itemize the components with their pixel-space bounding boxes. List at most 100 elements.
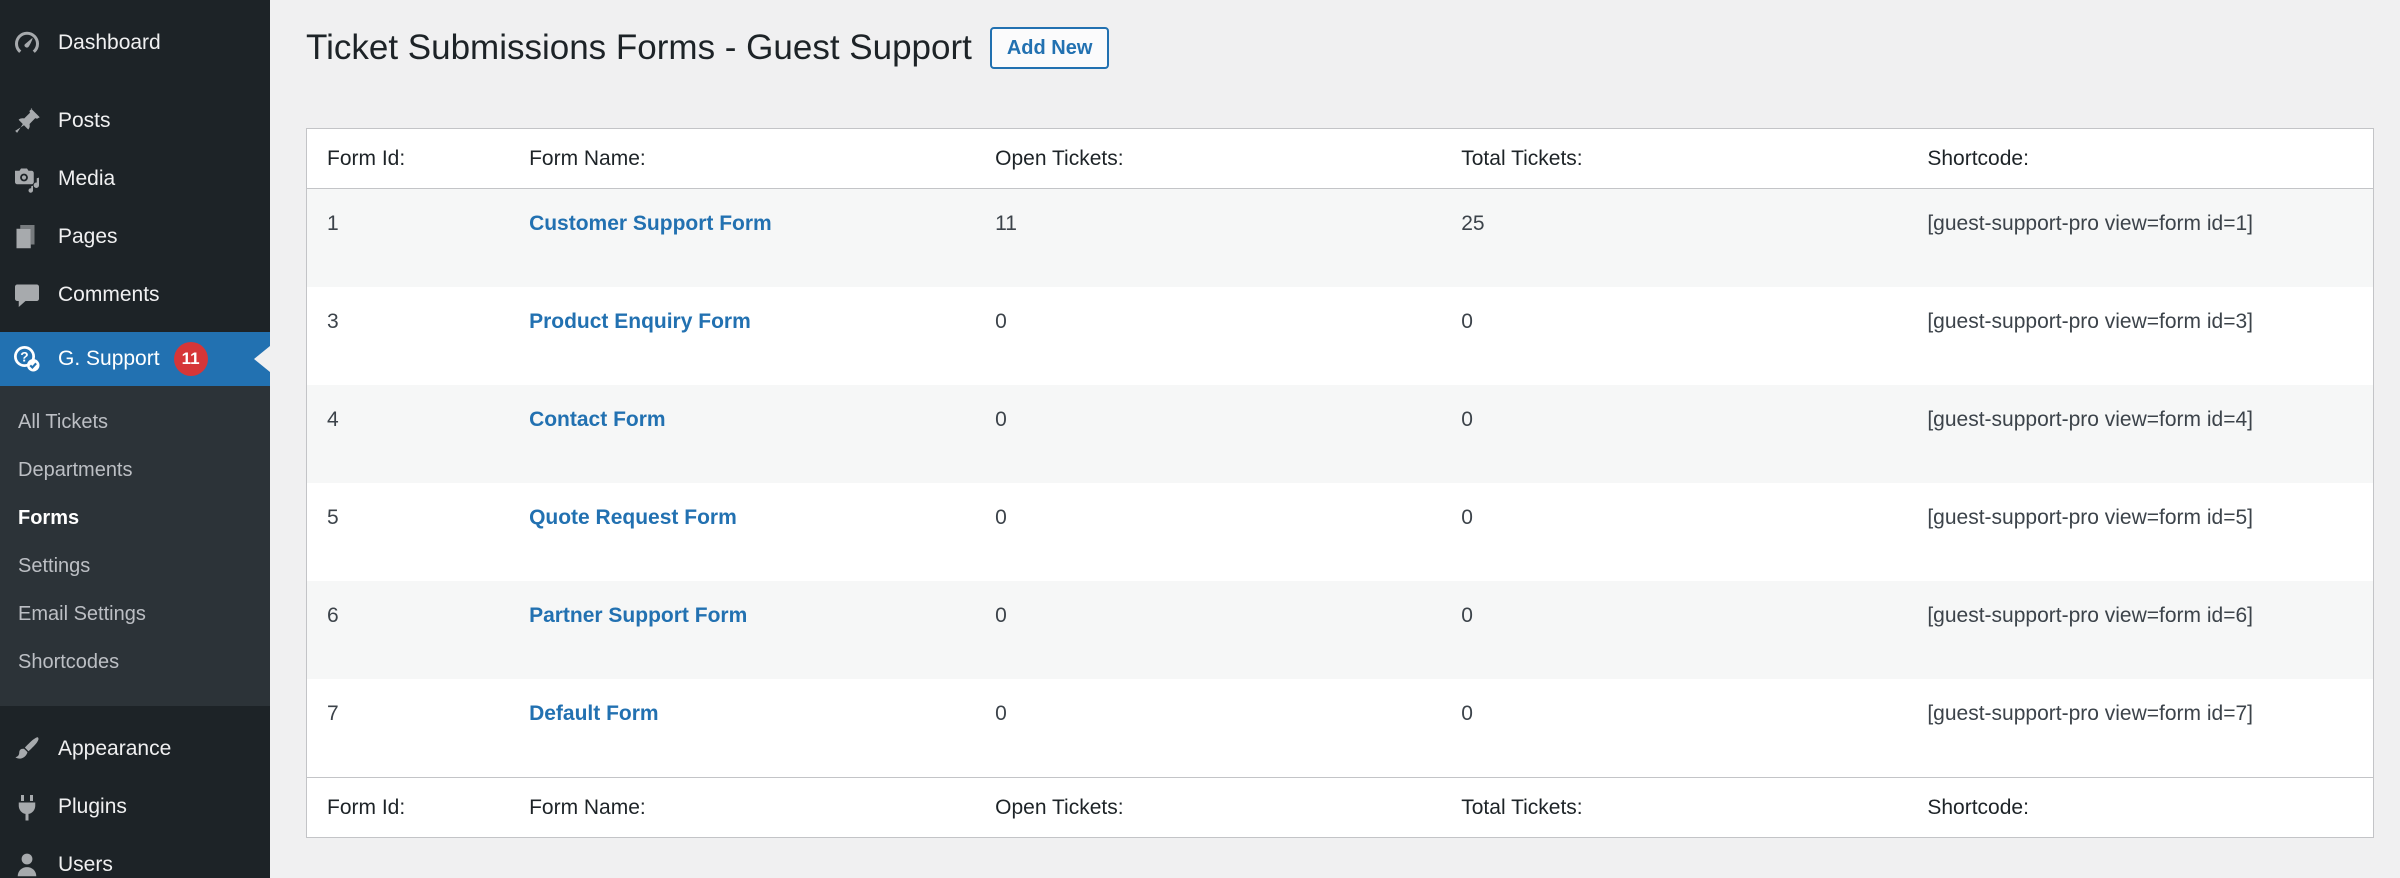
sidebar-item-label: Users <box>58 853 113 876</box>
shortcode-cell: [guest-support-pro view=form id=4] <box>1927 408 2253 431</box>
column-footer-form-name: Form Name: <box>509 777 976 838</box>
sidebar-item-label: Posts <box>58 109 111 132</box>
menu-separator <box>0 72 270 92</box>
submenu-item-departments[interactable]: Departments <box>18 458 133 481</box>
dashboard-icon <box>12 28 42 58</box>
submenu-item-settings[interactable]: Settings <box>18 554 91 577</box>
table-row: 1 Customer Support Form 11 25 [guest-sup… <box>306 188 2374 287</box>
form-id-cell: 7 <box>327 702 339 725</box>
shortcode-cell: [guest-support-pro view=form id=7] <box>1927 702 2253 725</box>
column-header-form-name: Form Name: <box>509 128 976 189</box>
sidebar-item-plugins[interactable]: Plugins <box>0 778 270 836</box>
column-footer-open-tickets: Open Tickets: <box>975 777 1442 838</box>
sidebar-item-users[interactable]: Users <box>0 836 270 878</box>
current-menu-arrow-icon <box>254 346 270 372</box>
table-row: 5 Quote Request Form 0 0 [guest-support-… <box>306 483 2374 581</box>
sidebar-item-guest-support[interactable]: ? G. Support 11 <box>0 332 270 386</box>
sidebar-item-pages[interactable]: Pages <box>0 208 270 266</box>
column-footer-total-tickets: Total Tickets: <box>1441 777 1908 838</box>
table-row: 4 Contact Form 0 0 [guest-support-pro vi… <box>306 385 2374 483</box>
sidebar-item-dashboard[interactable]: Dashboard <box>0 14 270 72</box>
sidebar-item-posts[interactable]: Posts <box>0 92 270 150</box>
open-tickets-cell: 0 <box>995 604 1007 627</box>
open-tickets-cell: 0 <box>995 702 1007 725</box>
menu-separator <box>0 706 270 720</box>
table-header-row: Form Id: Form Name: Open Tickets: Total … <box>306 128 2374 189</box>
submenu-item-all-tickets[interactable]: All Tickets <box>18 410 109 433</box>
open-tickets-cell: 0 <box>995 506 1007 529</box>
forms-table: Form Id: Form Name: Open Tickets: Total … <box>306 128 2374 838</box>
table-footer-row: Form Id: Form Name: Open Tickets: Total … <box>306 777 2374 838</box>
content-area: Ticket Submissions Forms - Guest Support… <box>270 0 2400 878</box>
forms-table-foot: Form Id: Form Name: Open Tickets: Total … <box>306 777 2374 838</box>
appearance-icon <box>12 734 42 764</box>
column-header-open-tickets: Open Tickets: <box>975 128 1442 189</box>
menu-separator <box>0 324 270 332</box>
total-tickets-cell: 0 <box>1461 408 1473 431</box>
total-tickets-cell: 0 <box>1461 702 1473 725</box>
shortcode-cell: [guest-support-pro view=form id=5] <box>1927 506 2253 529</box>
plugins-icon <box>12 792 42 822</box>
guest-support-icon: ? <box>12 344 42 374</box>
add-new-button[interactable]: Add New <box>989 27 1110 69</box>
page-title: Ticket Submissions Forms - Guest Support <box>306 28 972 67</box>
form-name-cell: Partner Support Form <box>509 581 975 679</box>
form-name-cell: Default Form <box>509 679 975 778</box>
guest-support-submenu: All Tickets Departments Forms Settings E… <box>0 386 270 706</box>
sidebar-item-label: Comments <box>58 283 160 306</box>
form-name-cell: Product Enquiry Form <box>509 287 975 385</box>
total-tickets-cell: 0 <box>1461 310 1473 333</box>
form-name-link[interactable]: Customer Support Form <box>529 212 772 235</box>
sidebar-item-label: Pages <box>58 225 118 248</box>
total-tickets-cell: 0 <box>1461 506 1473 529</box>
form-name-link[interactable]: Contact Form <box>529 408 666 431</box>
table-row: 3 Product Enquiry Form 0 0 [guest-suppor… <box>306 287 2374 385</box>
submenu-item-shortcodes[interactable]: Shortcodes <box>18 650 120 673</box>
sidebar-item-label: Appearance <box>58 737 172 760</box>
form-name-link[interactable]: Partner Support Form <box>529 604 748 627</box>
sidebar-item-comments[interactable]: Comments <box>0 266 270 324</box>
form-name-cell: Contact Form <box>509 385 975 483</box>
admin-sidebar: Dashboard Posts Media <box>0 0 270 878</box>
form-name-link[interactable]: Product Enquiry Form <box>529 310 751 333</box>
form-name-cell: Quote Request Form <box>509 483 975 581</box>
svg-text:?: ? <box>20 349 28 364</box>
total-tickets-cell: 0 <box>1461 604 1473 627</box>
open-tickets-cell: 0 <box>995 310 1007 333</box>
sidebar-item-label: G. Support <box>58 347 160 370</box>
admin-menu: Dashboard Posts Media <box>0 0 270 878</box>
shortcode-cell: [guest-support-pro view=form id=1] <box>1927 212 2253 235</box>
shortcode-cell: [guest-support-pro view=form id=6] <box>1927 604 2253 627</box>
column-footer-shortcode: Shortcode: <box>1907 777 2374 838</box>
form-name-link[interactable]: Default Form <box>529 702 659 725</box>
column-header-total-tickets: Total Tickets: <box>1441 128 1908 189</box>
column-footer-form-id: Form Id: <box>306 777 510 838</box>
open-tickets-cell: 11 <box>995 212 1017 235</box>
table-row: 7 Default Form 0 0 [guest-support-pro vi… <box>306 679 2374 778</box>
form-id-cell: 3 <box>327 310 339 333</box>
pushpin-icon <box>12 106 42 136</box>
users-icon <box>12 850 42 878</box>
submenu-item-forms[interactable]: Forms <box>18 506 80 529</box>
sidebar-item-label: Media <box>58 167 116 190</box>
comments-icon <box>12 280 42 310</box>
shortcode-cell: [guest-support-pro view=form id=3] <box>1927 310 2253 333</box>
sidebar-item-media[interactable]: Media <box>0 150 270 208</box>
forms-table-body: 1 Customer Support Form 11 25 [guest-sup… <box>306 188 2374 778</box>
sidebar-item-label: Dashboard <box>58 31 161 54</box>
sidebar-item-appearance[interactable]: Appearance <box>0 720 270 778</box>
column-header-form-id: Form Id: <box>306 128 510 189</box>
page-header: Ticket Submissions Forms - Guest Support… <box>306 24 2374 72</box>
ticket-count-badge: 11 <box>173 342 208 376</box>
forms-table-head: Form Id: Form Name: Open Tickets: Total … <box>306 128 2374 189</box>
form-name-link[interactable]: Quote Request Form <box>529 506 737 529</box>
submenu-item-email-settings[interactable]: Email Settings <box>18 602 146 625</box>
pages-icon <box>12 222 42 252</box>
media-icon <box>12 164 42 194</box>
table-row: 6 Partner Support Form 0 0 [guest-suppor… <box>306 581 2374 679</box>
form-id-cell: 1 <box>327 212 339 235</box>
form-id-cell: 5 <box>327 506 339 529</box>
form-id-cell: 4 <box>327 408 339 431</box>
sidebar-item-label: Plugins <box>58 795 127 818</box>
form-id-cell: 6 <box>327 604 339 627</box>
